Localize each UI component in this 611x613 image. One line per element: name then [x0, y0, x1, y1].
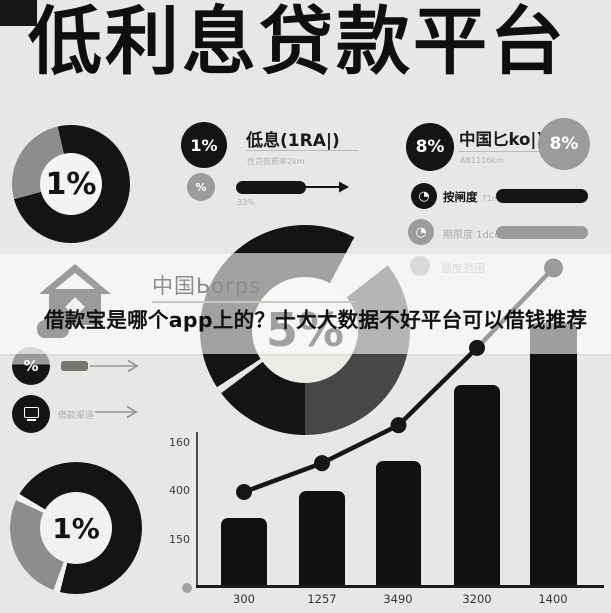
- mid-heading-underline: [246, 150, 358, 151]
- y-axis: [196, 432, 198, 588]
- donut-bottom-left-value: 1%: [40, 492, 112, 564]
- x-tick-label: 3490: [383, 592, 413, 606]
- monitor-screen-shape: [24, 407, 39, 418]
- row2-label: 期限度 1dcd: [443, 230, 501, 241]
- chart-bar: [221, 518, 267, 585]
- y-tick-label: 150: [169, 533, 190, 546]
- clock-icon-gray: ◔: [408, 219, 434, 245]
- rate-badge: 1%: [181, 122, 227, 168]
- clock-icon: ◔: [411, 183, 437, 209]
- x-axis: [196, 585, 604, 588]
- y-tick-label: 160: [169, 436, 190, 449]
- chart-bar: [299, 491, 345, 585]
- right-rate-badge: 8%: [406, 123, 454, 171]
- donut-chart-bottom-left: 1%: [10, 462, 142, 594]
- right-heading-underline: [459, 151, 563, 152]
- arrow-right-icon: [95, 405, 138, 419]
- left-progress-pill: [61, 361, 88, 371]
- article-headline: 借款宝是哪个app上的？十大大数据不好平台可以借钱推荐: [44, 308, 588, 332]
- donut-top-left-value: 1%: [40, 153, 102, 215]
- arrow-right-icon: [303, 181, 349, 193]
- mid-heading: 低息(1RA|): [246, 131, 340, 151]
- row2-bar: [496, 226, 588, 239]
- corner-block: [0, 0, 37, 26]
- y-tick-label: 400: [169, 484, 190, 497]
- brand-underline: [152, 301, 357, 303]
- right-subtitle: AB1116km: [460, 156, 504, 165]
- progress-pill: [236, 181, 306, 194]
- axis-origin-dot: [182, 583, 192, 593]
- row1-bar: [496, 189, 588, 203]
- x-tick-label: 300: [233, 592, 255, 606]
- monitor-base-shape: [27, 419, 36, 421]
- arrow-right-icon: [90, 359, 139, 373]
- chart-bar: [530, 323, 577, 585]
- channel-label: 借款渠道: [58, 411, 95, 421]
- x-tick-label: 3200: [462, 592, 492, 606]
- x-tick-label: 1400: [538, 592, 568, 606]
- right-heading: 中国匕ko|): [459, 130, 544, 149]
- row1-label-bold: 按闸度: [443, 190, 478, 204]
- x-tick-label: 1257: [307, 592, 337, 606]
- mid-caption: 33%: [237, 198, 255, 207]
- chart-bar: [454, 385, 500, 585]
- donut-chart-top-left: 1%: [12, 125, 130, 243]
- home-icon: [37, 264, 111, 338]
- monitor-icon: [12, 395, 50, 433]
- row1-label-light: 71nm: [481, 194, 505, 203]
- row1-label: 按闸度 71nm: [443, 189, 505, 205]
- percent-badge: %: [187, 173, 215, 201]
- page-title: 低利息贷款平台: [28, 0, 567, 85]
- brand-text: 中国Ьorps: [152, 274, 262, 298]
- right-side-badge: 8%: [538, 118, 590, 170]
- chart-bar: [376, 461, 421, 585]
- mid-subtitle: 性贷款费率2km: [247, 157, 305, 166]
